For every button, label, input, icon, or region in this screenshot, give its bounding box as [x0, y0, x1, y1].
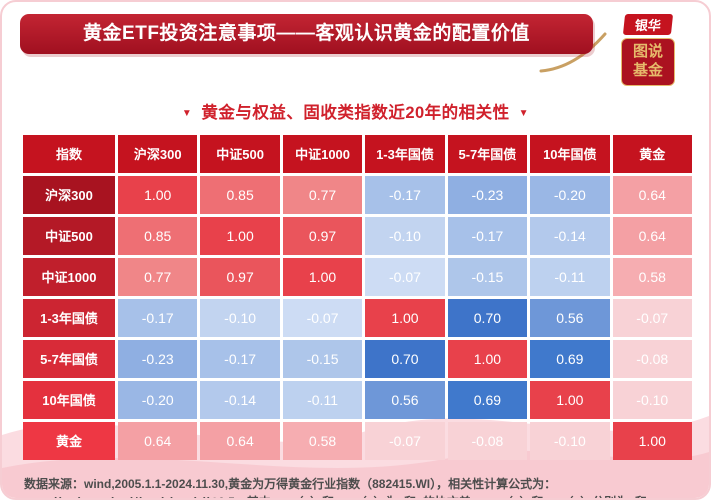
correlation-cell: -0.17 [200, 339, 280, 378]
correlation-cell: -0.20 [118, 380, 198, 419]
correlation-cell: 0.97 [200, 257, 280, 296]
row-header: 黄金 [23, 421, 115, 460]
correlation-cell: -0.07 [612, 298, 692, 337]
correlation-cell: -0.17 [447, 216, 528, 255]
correlation-cell: -0.10 [530, 421, 610, 460]
correlation-cell: -0.11 [530, 257, 610, 296]
correlation-cell: -0.07 [365, 257, 445, 296]
correlation-cell: -0.10 [612, 380, 692, 419]
triangle-down-icon: ▼ [181, 107, 193, 119]
column-header: 1-3年国债 [365, 134, 445, 173]
correlation-cell: 0.97 [282, 216, 363, 255]
correlation-cell: -0.14 [200, 380, 280, 419]
row-header: 1-3年国债 [23, 298, 115, 337]
correlation-cell: -0.23 [118, 339, 198, 378]
table-row: 黄金 0.64 0.64 0.58 -0.07 -0.08 -0.10 1.00 [23, 421, 692, 460]
triangle-down-icon: ▼ [518, 107, 530, 119]
correlation-cell: -0.11 [282, 380, 363, 419]
table-row: 中证500 0.85 1.00 0.97 -0.10 -0.17 -0.14 0.64 [23, 216, 692, 255]
correlation-cell: 0.56 [365, 380, 445, 419]
data-source-note: 数据来源：wind,2005.1.1-2024.11.30,黄金为万得黄金行业指… [20, 475, 691, 499]
correlation-heatmap-table: 指数 沪深300 中证500 中证1000 1-3年国债 5-7年国债 10年国债 黄金 沪深3… [20, 132, 695, 463]
section-subtitle: ▼ 黄金与权益、固收类指数近20年的相关性 ▼ [20, 99, 691, 123]
row-header: 沪深300 [23, 175, 115, 214]
table-row: 5-7年国债 -0.23 -0.17 -0.15 0.70 1.00 0.69 -0.08 [23, 339, 692, 378]
title-banner: 黄金ETF投资注意事项——客观认识黄金的配置价值 [20, 14, 593, 54]
correlation-cell: 0.69 [530, 339, 610, 378]
row-header: 10年国债 [23, 380, 115, 419]
brand-logo: 银华 图说基金 [605, 14, 691, 86]
subtitle-text: 黄金与权益、固收类指数近20年的相关性 [201, 103, 510, 122]
correlation-cell: -0.15 [447, 257, 528, 296]
correlation-cell: 0.70 [365, 339, 445, 378]
correlation-cell: -0.20 [530, 175, 610, 214]
correlation-cell: -0.07 [282, 298, 363, 337]
correlation-cell: -0.17 [365, 175, 445, 214]
gold-swoosh-icon [539, 32, 607, 73]
header-bar: 黄金ETF投资注意事项——客观认识黄金的配置价值 银华 图说基金 [20, 14, 691, 86]
index-corner-header: 指数 [23, 134, 115, 173]
column-header: 中证500 [200, 134, 280, 173]
correlation-table-wrap: 指数 沪深300 中证500 中证1000 1-3年国债 5-7年国债 10年国债 黄金 沪深3… [20, 132, 692, 463]
row-header: 中证1000 [23, 257, 115, 296]
correlation-cell: 0.70 [447, 298, 528, 337]
correlation-cell: -0.15 [282, 339, 363, 378]
correlation-cell: -0.07 [365, 421, 445, 460]
correlation-cell: 0.85 [118, 216, 198, 255]
correlation-cell: -0.10 [365, 216, 445, 255]
correlation-cell: 0.77 [282, 175, 363, 214]
correlation-cell: 0.85 [200, 175, 280, 214]
correlation-cell: -0.08 [447, 421, 528, 460]
brand-series-badge: 图说基金 [621, 38, 675, 86]
table-row: 10年国债 -0.20 -0.14 -0.11 0.56 0.69 1.00 -0.10 [23, 380, 692, 419]
column-header: 黄金 [612, 134, 692, 173]
correlation-cell: -0.08 [612, 339, 692, 378]
correlation-cell: 0.64 [200, 421, 280, 460]
column-header: 中证1000 [282, 134, 363, 173]
correlation-cell: 0.64 [118, 421, 198, 460]
table-row: 中证1000 0.77 0.97 1.00 -0.07 -0.15 -0.11 0.58 [23, 257, 692, 296]
correlation-cell: -0.14 [530, 216, 610, 255]
column-header: 10年国债 [530, 134, 610, 173]
column-header: 5-7年国债 [447, 134, 528, 173]
correlation-cell: 0.77 [118, 257, 198, 296]
brand-name-badge: 银华 [622, 14, 674, 35]
row-header: 中证500 [23, 216, 115, 255]
correlation-cell: 0.58 [612, 257, 692, 296]
correlation-cell: 1.00 [447, 339, 528, 378]
correlation-cell: -0.23 [447, 175, 528, 214]
correlation-cell: 0.64 [612, 216, 692, 255]
correlation-cell: 1.00 [612, 421, 692, 460]
correlation-cell: -0.17 [118, 298, 198, 337]
table-row: 1-3年国债 -0.17 -0.10 -0.07 1.00 0.70 0.56 -0.07 [23, 298, 692, 337]
column-header: 沪深300 [118, 134, 198, 173]
correlation-cell: -0.10 [200, 298, 280, 337]
correlation-cell: 0.69 [447, 380, 528, 419]
correlation-cell: 1.00 [282, 257, 363, 296]
row-header: 5-7年国债 [23, 339, 115, 378]
correlation-cell: 1.00 [365, 298, 445, 337]
footer-line: 数据来源：wind,2005.1.1-2024.11.30,黄金为万得黄金行业指… [24, 476, 557, 491]
correlation-cell: 0.64 [612, 175, 692, 214]
correlation-cell: 0.58 [282, 421, 363, 460]
correlation-cell: 0.56 [530, 298, 610, 337]
correlation-cell: 1.00 [530, 380, 610, 419]
correlation-cell: 1.00 [118, 175, 198, 214]
table-row: 沪深300 1.00 0.85 0.77 -0.17 -0.23 -0.20 0.64 [23, 175, 692, 214]
footer-line: correl(x,y)=cov(x,y)/(var(x)var(y))^0.5，… [24, 493, 687, 498]
correlation-cell: 1.00 [200, 216, 280, 255]
page-title: 黄金ETF投资注意事项——客观认识黄金的配置价值 [83, 23, 530, 44]
